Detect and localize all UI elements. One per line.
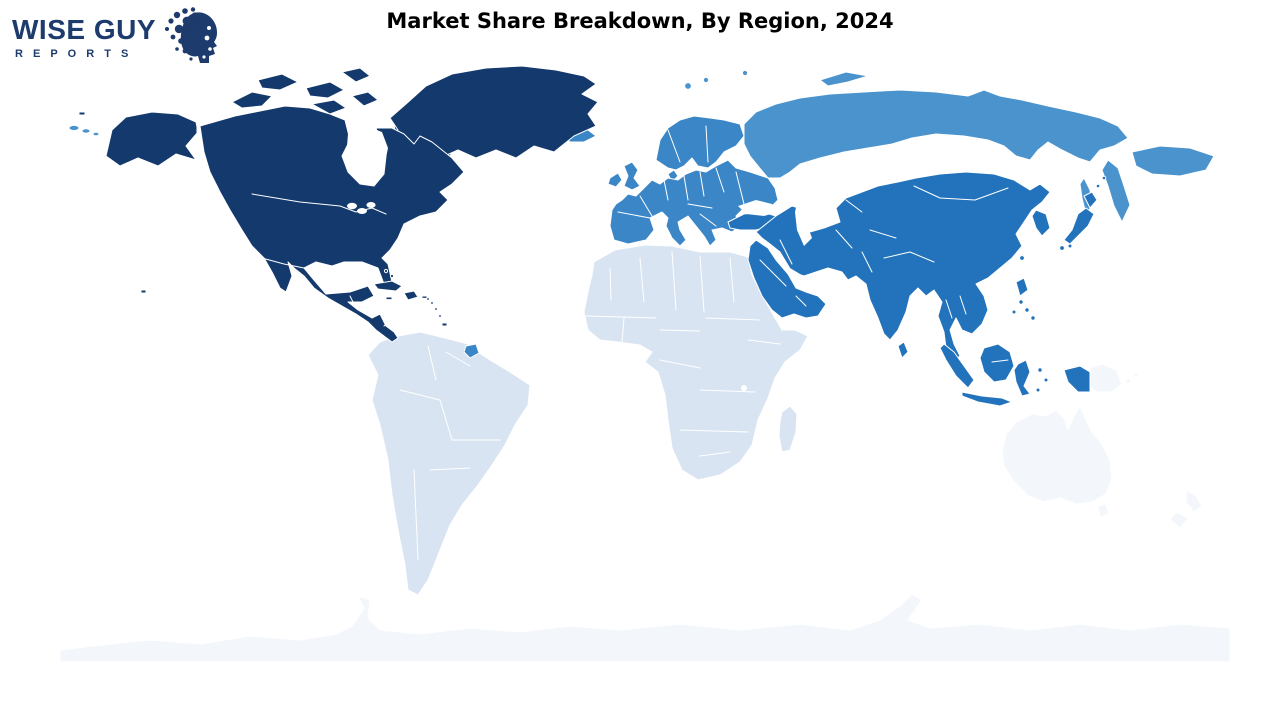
region-north-america [78,65,599,343]
country-taiwan [1019,255,1025,261]
country-java [961,391,1013,407]
continent-south-america [367,331,531,596]
country-french-guiana [463,343,480,359]
logo-line1: WISE GUY [12,14,156,45]
country-puerto-rico [421,295,428,299]
asia-mainland [755,171,1051,363]
country-trinidad [441,322,448,327]
asia-borders [759,185,1009,363]
water-overlays [346,126,960,391]
great-lakes [366,202,376,208]
country-madagascar [778,405,798,453]
russia-chukotka [1131,145,1215,177]
island-speck [78,111,86,116]
south-america-borders [399,345,501,561]
region-south-america [367,331,531,596]
country-sri-lanka [897,341,909,359]
russia-novaya-zemlya [819,71,869,87]
country-philippines [1015,277,1029,297]
europe-borders [617,125,745,227]
country-sulawesi [1013,359,1031,397]
region-asia-middle-east [727,171,1107,407]
region-oceania [1001,363,1203,529]
country-japan-honshu [1063,207,1095,245]
country-alaska [105,111,199,167]
lake-victoria [741,385,747,391]
country-png-east [1089,363,1123,393]
arctic-island [305,81,345,99]
arctic-island [231,91,273,109]
region-africa [583,244,809,481]
country-uk [623,161,641,191]
country-new-zealand-south [1169,511,1189,529]
dotted-head-icon [165,7,218,63]
wise-guy-reports-logo: WISE GUY R E P O R T S [12,6,227,66]
country-russia [743,89,1129,179]
country-japan-hokkaido [1083,191,1098,209]
region-arabian-peninsula [747,239,827,319]
great-lakes [347,202,357,210]
country-sumatra [939,343,975,389]
black-sea [738,200,778,216]
country-korea [1031,209,1051,237]
country-new-zealand-north [1185,489,1203,513]
hudson-bay [346,126,388,180]
arctic-island [351,91,379,107]
persian-gulf [790,268,808,285]
country-west-new-guinea [1063,365,1091,393]
logo-line2: R E P O R T S [15,48,132,60]
country-hispaniola [403,290,419,301]
russia-kamchatka [1101,159,1131,223]
arctic-island [311,99,347,115]
arctic-island [341,67,371,83]
caspian-sea [795,196,812,246]
country-cuba [373,280,403,292]
lake-baikal [944,157,960,167]
country-jamaica [385,296,393,301]
islands-hawaii [140,289,147,294]
north-america-borders [196,121,389,327]
north-america-mainland [199,105,465,343]
country-borneo [979,343,1015,383]
logo-graphic: WISE GUY R E P O R T S [12,7,218,63]
country-australia [1001,405,1113,505]
region-scandinavia [655,115,745,171]
chart-title: Market Share Breakdown, By Region, 2024 [386,9,894,33]
great-lakes [357,208,367,214]
country-ireland [607,172,623,188]
arctic-island [257,73,299,91]
country-tasmania [1097,503,1110,518]
region-antarctica [59,593,1231,663]
africa-borders [585,251,781,457]
